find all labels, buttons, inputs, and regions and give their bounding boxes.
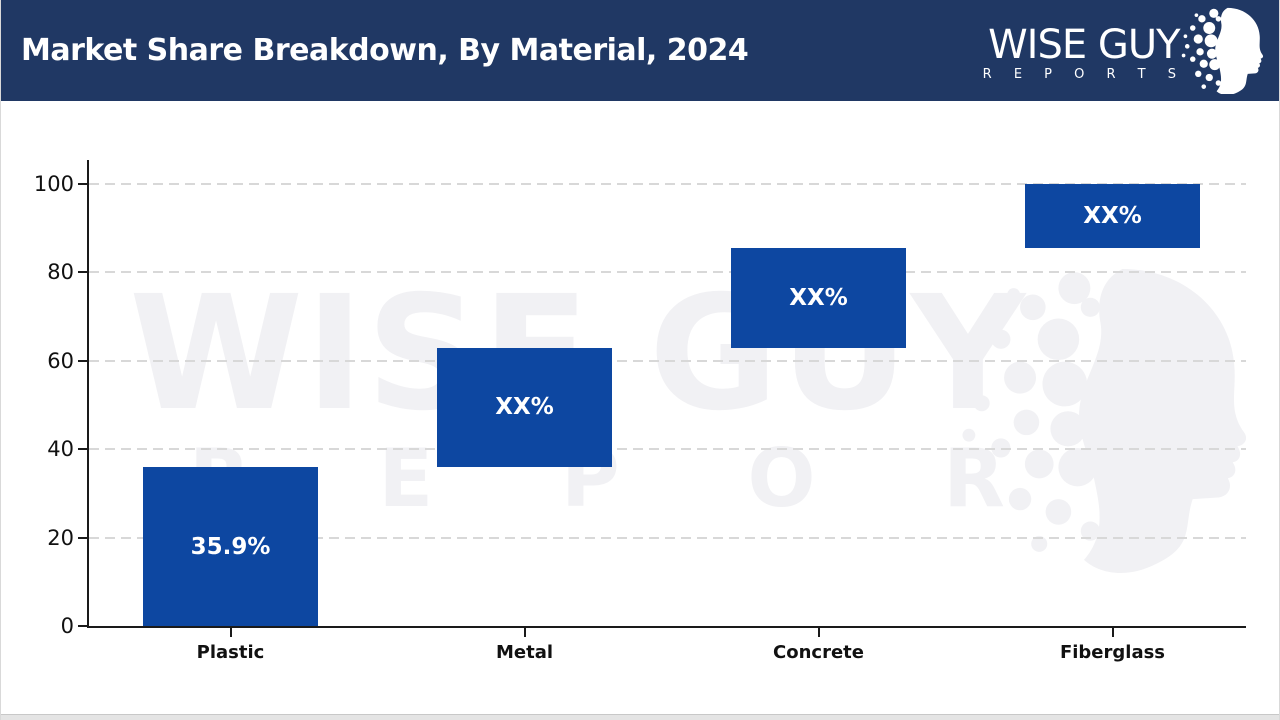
y-tick-label: 80: [47, 260, 74, 285]
header: Market Share Breakdown, By Material, 202…: [1, 0, 1279, 101]
x-category-label: Fiberglass: [1059, 642, 1166, 663]
brand-logo: WISE GUY R E P O R T S: [983, 6, 1273, 94]
x-category-label: Concrete: [773, 642, 864, 663]
y-tick-label: 20: [47, 525, 74, 550]
bar-value-label: XX%: [789, 284, 848, 311]
bar-plastic: 35.9%: [143, 467, 318, 626]
y-axis-tick: [78, 359, 87, 362]
y-tick-label: 60: [47, 348, 74, 373]
watermark-face-icon: [873, 212, 1263, 624]
gridline: [89, 359, 1246, 362]
x-axis-tick: [229, 628, 232, 637]
y-axis-tick: [78, 271, 87, 274]
x-category-label: Metal: [495, 642, 554, 663]
gridline: [89, 183, 1246, 185]
gridline: [89, 448, 1246, 451]
brand-subtitle: R E P O R T S: [982, 66, 1185, 82]
y-tick-label: 40: [47, 437, 74, 462]
y-axis: [87, 160, 89, 628]
bar-fiberglass: XX%: [1025, 184, 1200, 249]
bar-value-label: 35.9%: [190, 533, 271, 560]
brand-logo-text: WISE GUY R E P O R T S: [983, 25, 1185, 82]
bar-value-label: XX%: [1083, 203, 1142, 230]
y-axis-tick: [78, 536, 87, 539]
x-axis-tick: [523, 628, 526, 637]
y-axis-tick: [78, 625, 87, 627]
x-axis-tick: [817, 628, 820, 637]
brand-face-icon: [1151, 6, 1273, 94]
brand-name: WISE GUY: [988, 21, 1180, 68]
gridline: [89, 536, 1246, 539]
gridline: [89, 271, 1246, 274]
bar-concrete: XX%: [731, 248, 906, 348]
x-axis-tick: [1111, 628, 1114, 637]
chart-plot-area: 0 20 40 60 80 100 35.9% Plastic XX% Metal XX% Concr…: [34, 160, 1246, 663]
bar-metal: XX%: [437, 347, 612, 468]
y-axis-tick: [78, 183, 87, 185]
bottom-border: [1, 714, 1279, 720]
y-tick-label: 0: [60, 614, 74, 638]
x-axis: [87, 626, 1246, 628]
page-title: Market Share Breakdown, By Material, 202…: [21, 33, 749, 68]
y-tick-label: 100: [33, 172, 74, 196]
bar-value-label: XX%: [495, 394, 554, 421]
y-axis-tick: [78, 448, 87, 451]
x-category-label: Plastic: [196, 642, 265, 663]
